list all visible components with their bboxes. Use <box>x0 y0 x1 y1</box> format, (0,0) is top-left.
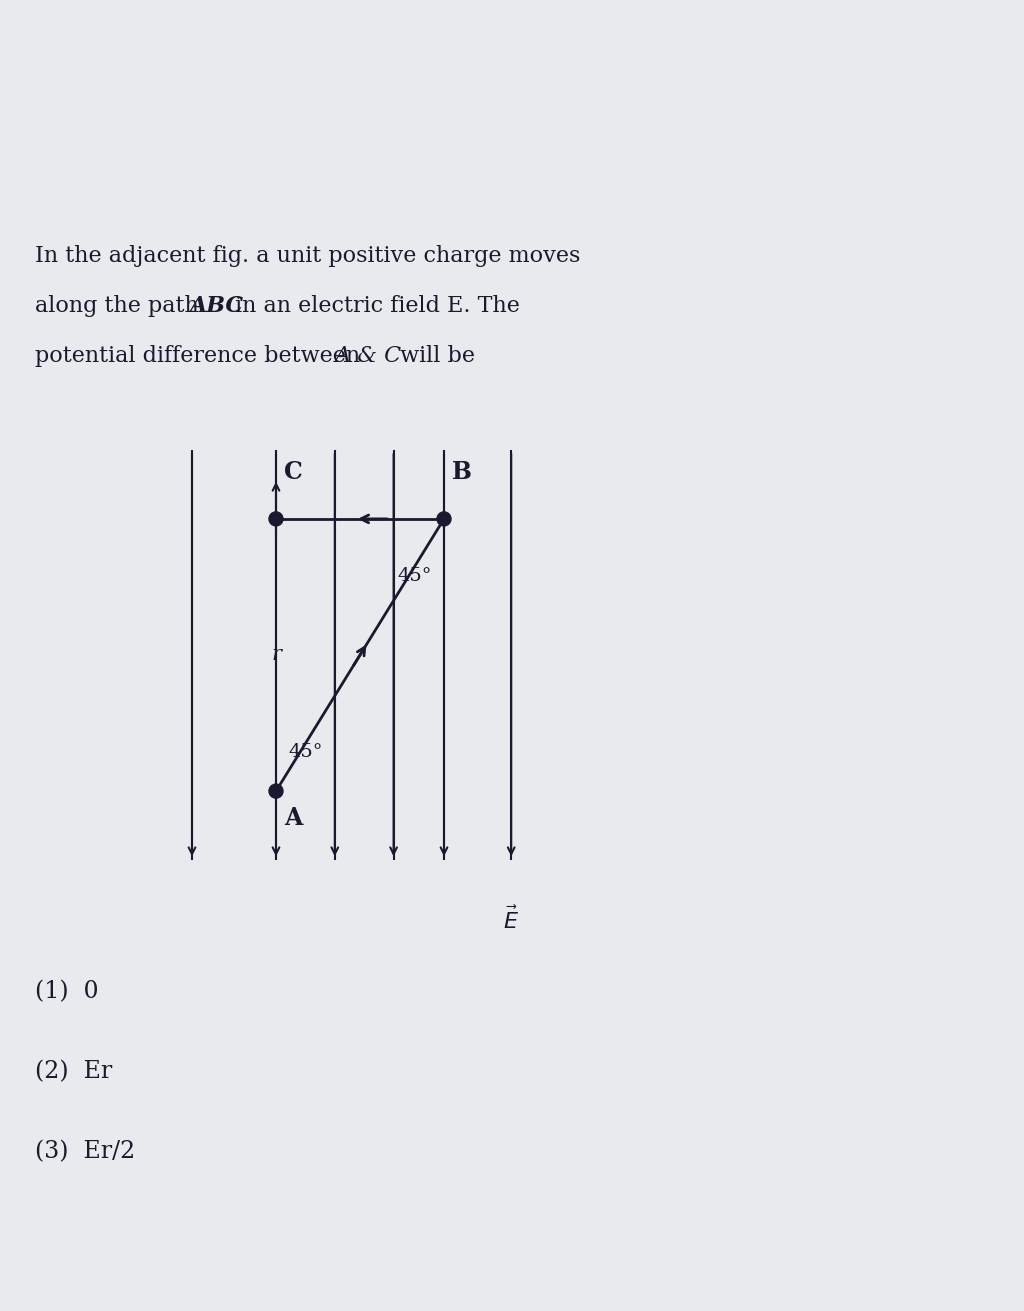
Text: C: C <box>284 460 303 484</box>
Text: will be: will be <box>393 345 475 367</box>
Circle shape <box>269 511 283 526</box>
Text: ABC: ABC <box>190 295 244 317</box>
Text: in an electric field E. The: in an electric field E. The <box>228 295 520 317</box>
Text: potential difference between: potential difference between <box>35 345 368 367</box>
Text: along the path: along the path <box>35 295 206 317</box>
Text: 45°: 45° <box>289 743 324 762</box>
Text: (2)  Er: (2) Er <box>35 1061 113 1083</box>
Text: A & C: A & C <box>335 345 402 367</box>
Text: In the adjacent fig. a unit positive charge moves: In the adjacent fig. a unit positive cha… <box>35 245 581 267</box>
Text: (1)  0: (1) 0 <box>35 981 98 1003</box>
Text: $\vec{E}$: $\vec{E}$ <box>503 906 519 933</box>
Text: r: r <box>271 645 282 665</box>
Text: A: A <box>284 806 302 830</box>
Text: B: B <box>452 460 472 484</box>
Text: 45°: 45° <box>397 566 432 585</box>
Text: (3)  Er/2: (3) Er/2 <box>35 1141 135 1163</box>
Circle shape <box>269 784 283 798</box>
Circle shape <box>437 511 451 526</box>
